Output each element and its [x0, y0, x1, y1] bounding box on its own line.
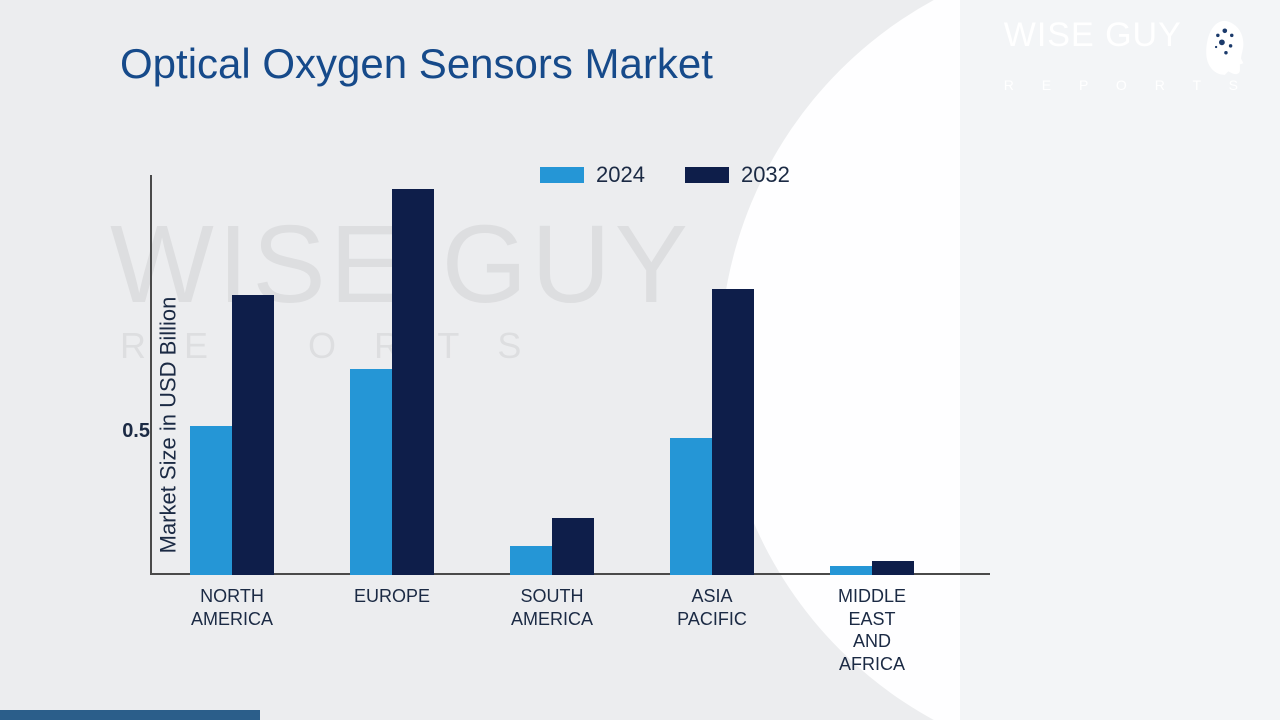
bar-2032	[552, 518, 594, 575]
bar-group	[510, 518, 594, 575]
bar-2032	[872, 561, 914, 575]
x-axis-category-label: EUROPE	[320, 585, 464, 608]
logo: WISE GUY R E P O R T S	[1004, 18, 1250, 92]
logo-sub: R E P O R T S	[1004, 78, 1250, 92]
head-profile-icon	[1190, 18, 1248, 76]
bar-2032	[232, 295, 274, 575]
bar-2024	[190, 426, 232, 575]
x-axis-category-label: ASIAPACIFIC	[640, 585, 784, 630]
x-axis-category-label: NORTHAMERICA	[160, 585, 304, 630]
x-axis-category-label: SOUTHAMERICA	[480, 585, 624, 630]
bar-group	[830, 561, 914, 575]
bar-2032	[392, 189, 434, 575]
bar-2024	[510, 546, 552, 575]
bar-group	[190, 295, 274, 575]
bottom-accent-bar	[0, 710, 260, 720]
bar-2032	[712, 289, 754, 575]
chart: Market Size in USD Billion 0.5 NORTHAMER…	[100, 175, 970, 675]
bar-group	[670, 289, 754, 575]
y-tick-label: 0.5	[100, 420, 150, 443]
bar-2024	[350, 369, 392, 575]
bar-2024	[830, 566, 872, 575]
x-axis-category-label: MIDDLEEASTANDAFRICA	[800, 585, 944, 675]
bar-group	[350, 189, 434, 575]
bar-2024	[670, 438, 712, 575]
plot-area: NORTHAMERICAEUROPESOUTHAMERICAASIAPACIFI…	[150, 175, 970, 575]
y-axis-line	[150, 175, 152, 575]
page-canvas: WISE GUY R E P O R T S Optical Oxygen Se…	[0, 0, 1280, 720]
chart-title: Optical Oxygen Sensors Market	[120, 40, 713, 88]
logo-main: WISE GUY	[1004, 18, 1182, 52]
